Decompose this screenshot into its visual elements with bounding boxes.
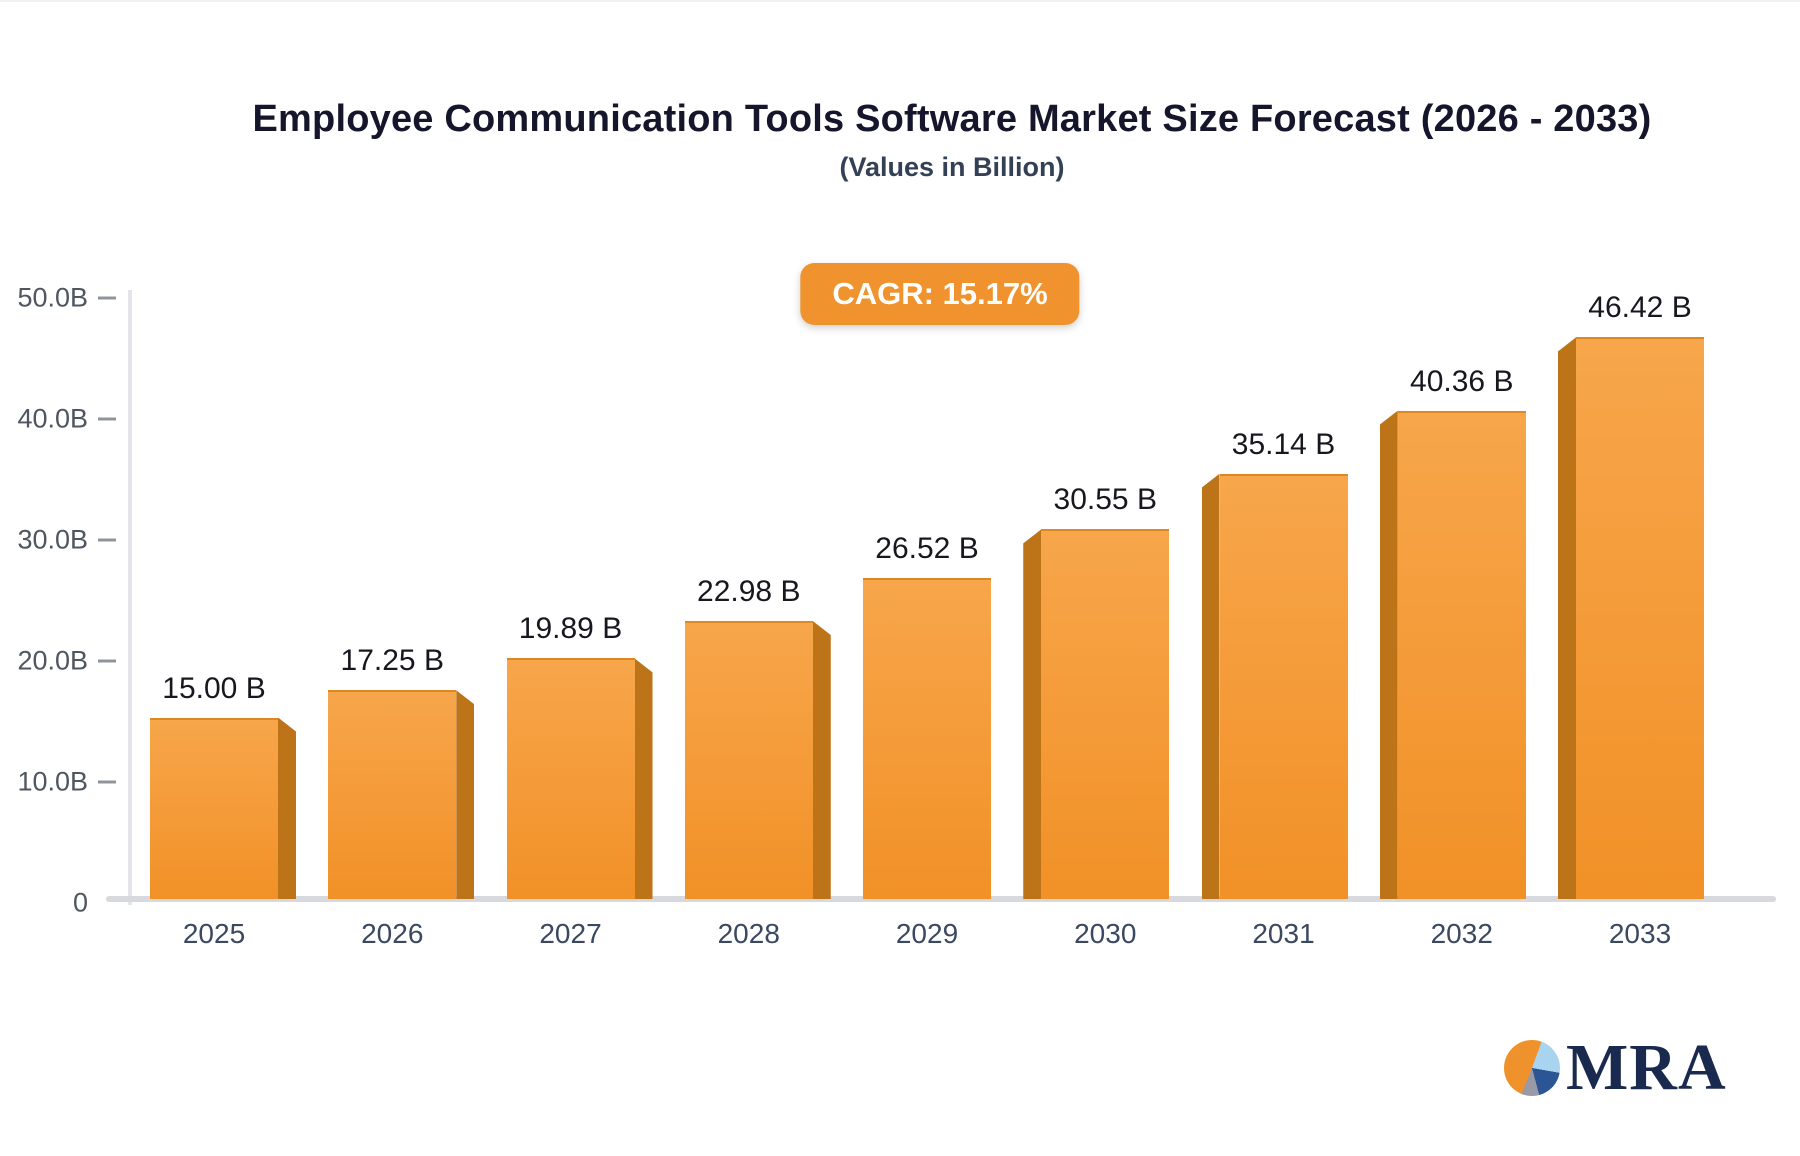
bar-side-2025 [278,717,296,899]
bar-side-2028 [812,620,831,899]
x-axis-baseline [106,896,1776,902]
y-tick-label-10.0B: 10.0B [17,766,88,797]
x-tick-label-2030: 2030 [1074,918,1137,949]
x-tick-label-2032: 2032 [1430,918,1493,949]
y-tick-dash [98,538,116,542]
x-tick-label-2026: 2026 [361,918,424,949]
bar-side-2032 [1379,410,1398,899]
bar-2027 [506,658,635,899]
bar-value-label-2031: 35.14 B [1231,427,1336,461]
x-tick-label-2028: 2028 [717,918,780,949]
x-tick-label-2031: 2031 [1252,918,1315,949]
x-tick-label-2033: 2033 [1608,918,1672,949]
bar-side-2030 [1023,529,1042,899]
y-tick-dash [98,417,116,421]
x-tick-label-2027: 2027 [539,918,602,949]
bar-2026 [328,690,457,899]
mra-logo: MRA [1504,1031,1727,1104]
logo-text: MRA [1566,1031,1727,1104]
bar-side-2033 [1558,337,1576,899]
y-tick-label-50.0B: 50.0B [17,282,88,313]
y-tick-dash [98,296,116,300]
chart-title: Employee Communication Tools Software Ma… [252,98,1652,140]
bar-side-2027 [634,658,653,899]
bar-value-label-2027: 19.89 B [518,612,623,646]
y-tick-label-0: 0 [72,887,88,918]
chart-subtitle: (Values in Billion) [839,152,1065,182]
pie-chart-logo-icon [1504,1040,1560,1096]
x-tick-label-2029: 2029 [895,918,959,949]
y-tick-dash [98,659,116,663]
cagr-badge: CAGR: 15.17% [800,263,1080,325]
y-tick-label-20.0B: 20.0B [17,645,88,676]
bar-value-label-2029: 26.52 B [875,532,979,566]
bar-value-label-2033: 46.42 B [1588,291,1692,325]
x-tick-label-2025: 2025 [182,918,246,949]
bar-2033 [1576,337,1704,899]
bar-value-label-2030: 30.55 B [1053,483,1157,517]
y-tick-dash [98,780,116,784]
bar-value-label-2026: 17.25 B [340,644,444,678]
bar-2031 [1219,473,1348,899]
bar-2030 [1041,529,1170,899]
bar-value-label-2025: 15.00 B [162,671,266,705]
bar-2028 [684,620,813,899]
bar-2025 [150,717,278,899]
bar-side-2031 [1201,473,1220,899]
bar-side-2026 [456,690,475,899]
y-tick-label-40.0B: 40.0B [17,403,88,434]
bar-value-label-2032: 40.36 B [1410,364,1514,398]
bar-2029 [863,578,991,899]
bar-2032 [1397,410,1526,899]
bar-value-label-2028: 22.98 B [697,574,801,608]
y-axis-line [128,290,132,905]
y-tick-label-30.0B: 30.0B [17,524,88,555]
